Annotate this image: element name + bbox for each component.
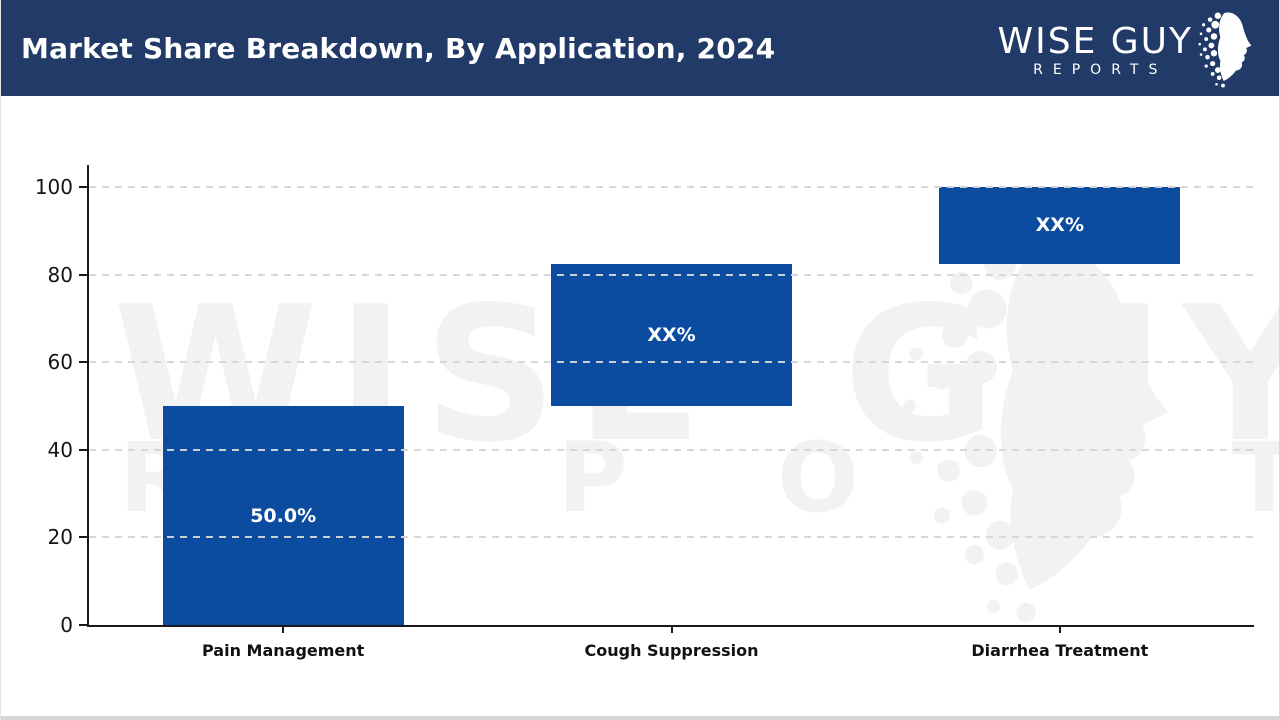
category-label: Cough Suppression <box>584 641 759 660</box>
chart-plot-area: 50.0% Pain Management XX% Cough Suppression… <box>1 96 1279 720</box>
page-title: Market Share Breakdown, By Application, … <box>21 31 776 65</box>
brand-logo-text: WISE GUY REPORTS <box>997 20 1194 78</box>
x-tick-mark <box>1058 625 1061 633</box>
bar-value-label: XX% <box>1035 214 1084 237</box>
y-tick-label: 40 <box>47 437 73 462</box>
brand-subname: REPORTS <box>1033 61 1168 78</box>
gridline <box>89 448 1254 451</box>
y-tick-mark <box>79 448 87 451</box>
y-tick-mark <box>79 186 87 188</box>
y-tick-mark <box>79 273 87 276</box>
y-tick-label: 20 <box>47 525 73 550</box>
watermark-head-icon <box>903 247 1169 623</box>
brand-name: WISE GUY <box>997 20 1193 62</box>
category-label: Pain Management <box>202 641 365 660</box>
chart-bar <box>551 263 792 406</box>
chart-bar <box>162 406 404 625</box>
y-tick-mark <box>79 624 87 626</box>
category-label: Diarrhea Treatment <box>971 641 1149 660</box>
header-bar: Market Share Breakdown, By Application, … <box>1 0 1279 96</box>
chart-bar <box>939 187 1181 264</box>
gridline <box>89 273 1254 276</box>
gridline <box>89 536 1254 539</box>
y-tick-label: 60 <box>47 350 73 375</box>
brand-logo: WISE GUY REPORTS <box>998 8 1268 92</box>
gridline <box>89 186 1254 188</box>
x-tick-mark <box>670 625 673 633</box>
y-tick-label: 80 <box>47 262 73 287</box>
y-tick-label: 100 <box>34 175 73 199</box>
bar-value-label: 50.0% <box>250 504 317 527</box>
bottom-border <box>1 716 1279 720</box>
x-axis-line <box>87 625 1254 627</box>
y-tick-mark <box>79 361 87 364</box>
x-tick-mark <box>282 625 285 633</box>
bar-value-label: XX% <box>647 323 696 346</box>
y-tick-mark <box>79 536 87 539</box>
dotted-head-icon <box>1198 12 1252 88</box>
y-tick-label: 0 <box>60 613 73 637</box>
gridline <box>89 361 1254 364</box>
y-axis-line <box>87 165 89 627</box>
